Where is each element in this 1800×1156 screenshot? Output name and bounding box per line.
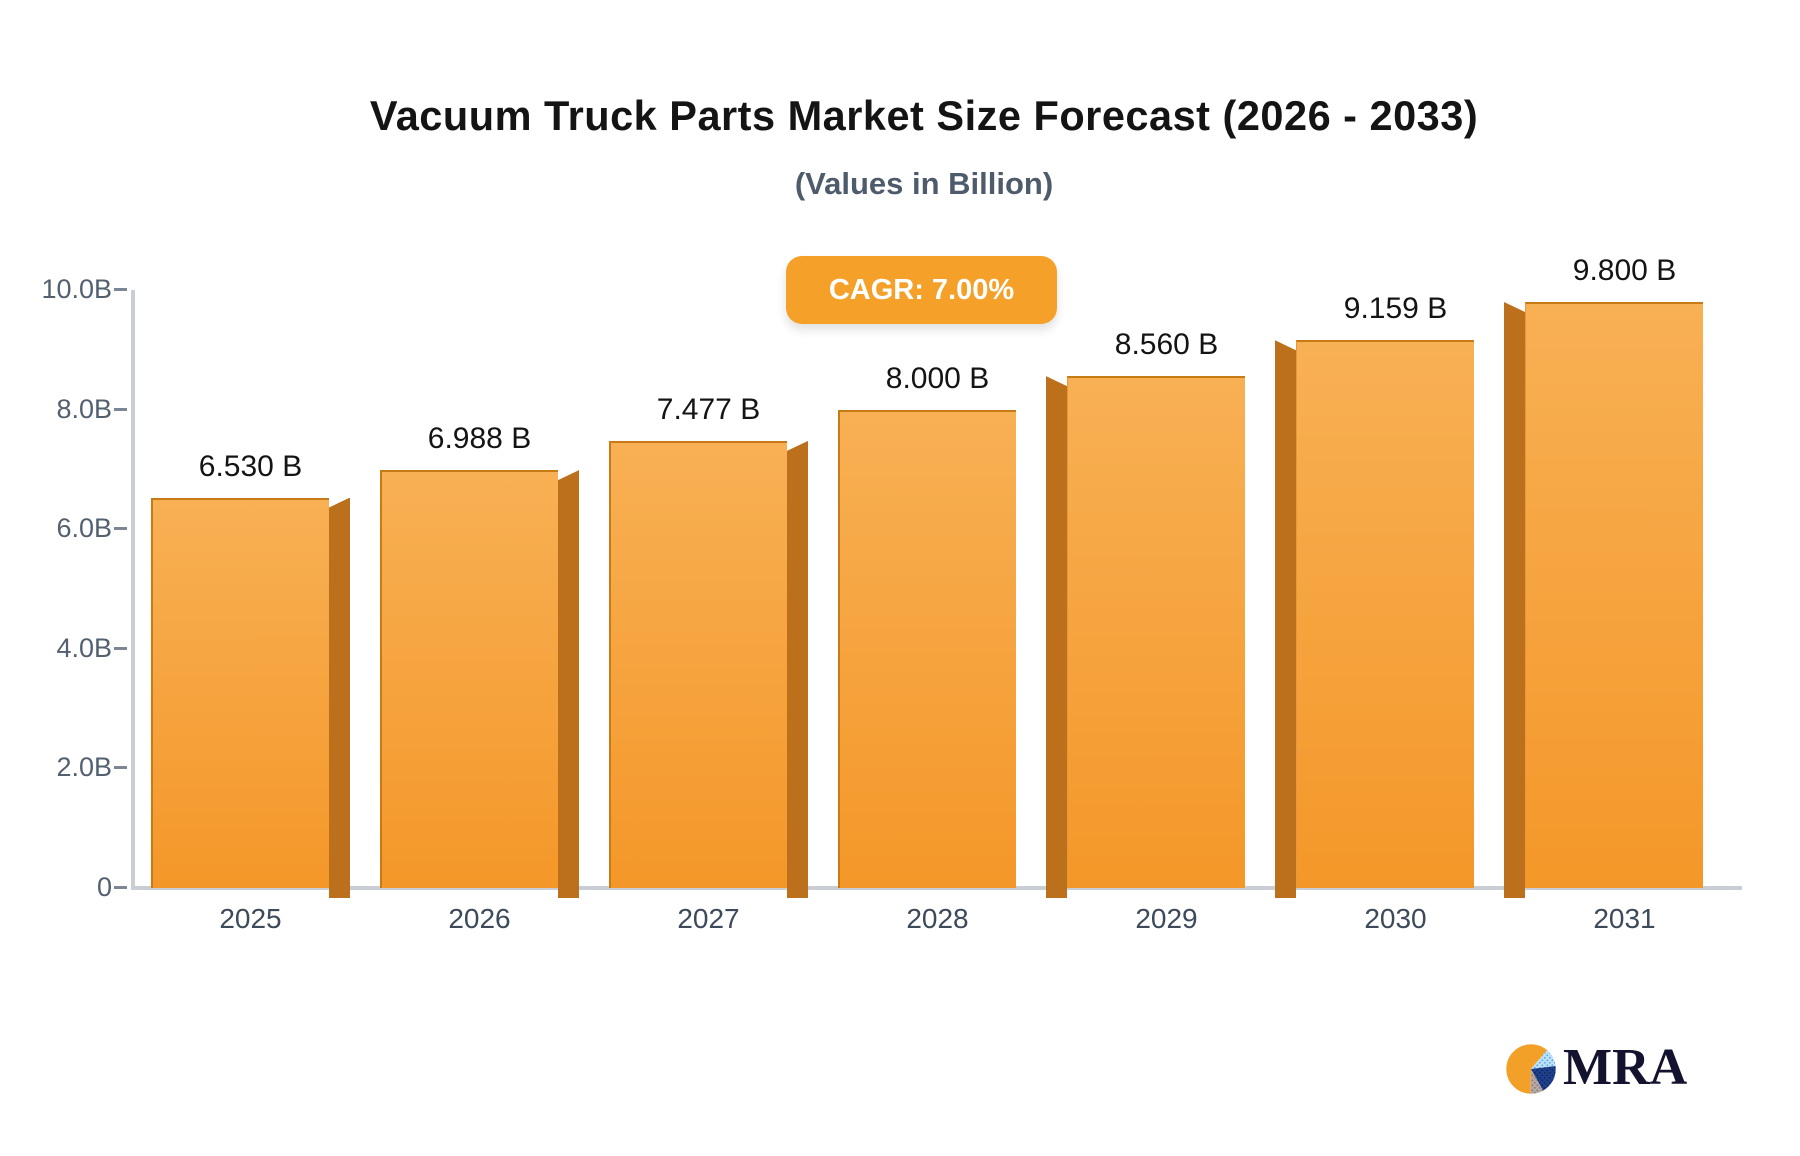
- svg-text:MRA: MRA: [1563, 1043, 1688, 1096]
